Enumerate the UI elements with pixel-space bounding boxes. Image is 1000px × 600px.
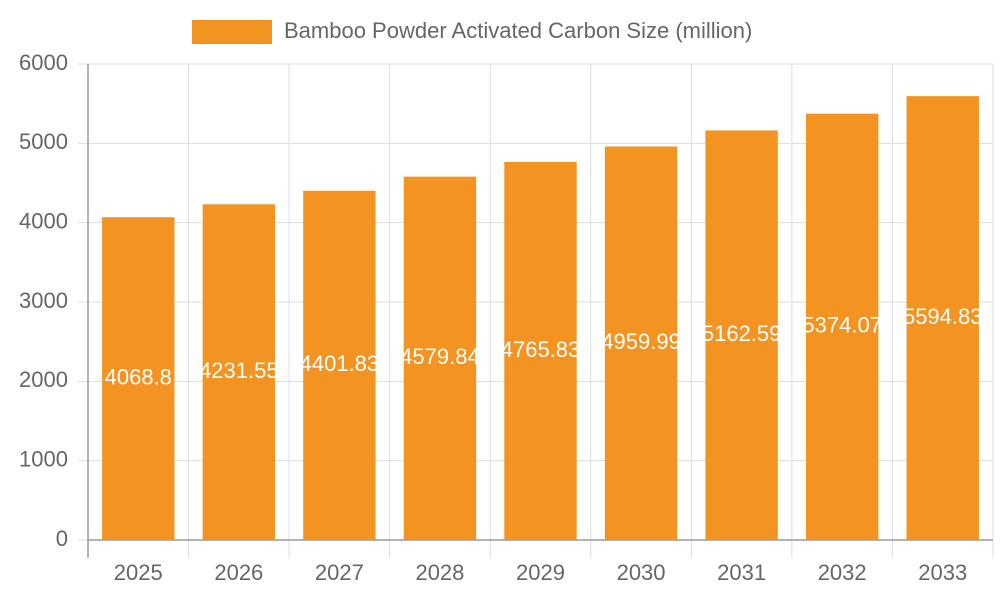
x-tick-label: 2030 [617,560,666,585]
value-label: 4401.83 [300,351,380,376]
value-label: 4231.55 [199,358,279,383]
value-label: 4579.84 [400,344,480,369]
x-tick-label: 2027 [315,560,364,585]
x-tick-label: 2026 [214,560,263,585]
value-label: 4068.8 [105,364,172,389]
value-label: 4765.83 [501,337,581,362]
bar [604,146,678,541]
x-tick-label: 2029 [516,560,565,585]
y-tick-label: 4000 [19,208,68,233]
value-label: 5162.59 [702,321,782,346]
bar [102,217,175,540]
x-tick-label: 2028 [415,560,464,585]
bar [202,204,276,540]
y-tick-label: 2000 [19,367,68,392]
bar [303,190,376,540]
y-tick-label: 6000 [19,50,68,75]
value-label: 5374.07 [802,313,882,338]
y-tick-label: 3000 [19,288,68,313]
x-tick-label: 2033 [918,560,967,585]
x-tick-label: 2031 [717,560,766,585]
x-tick-label: 2025 [114,560,163,585]
bar [705,130,778,541]
y-tick-label: 1000 [19,446,68,471]
bar [403,176,477,541]
bar [805,113,879,541]
y-tick-label: 5000 [19,129,68,154]
bar [906,96,979,540]
legend-label: Bamboo Powder Activated Carbon Size (mil… [284,18,752,43]
bar [504,161,577,540]
y-tick-label: 0 [56,526,68,551]
value-label: 4959.99 [601,329,681,354]
value-label: 5594.83 [903,304,983,329]
legend-swatch [192,20,272,44]
x-tick-label: 2032 [818,560,867,585]
